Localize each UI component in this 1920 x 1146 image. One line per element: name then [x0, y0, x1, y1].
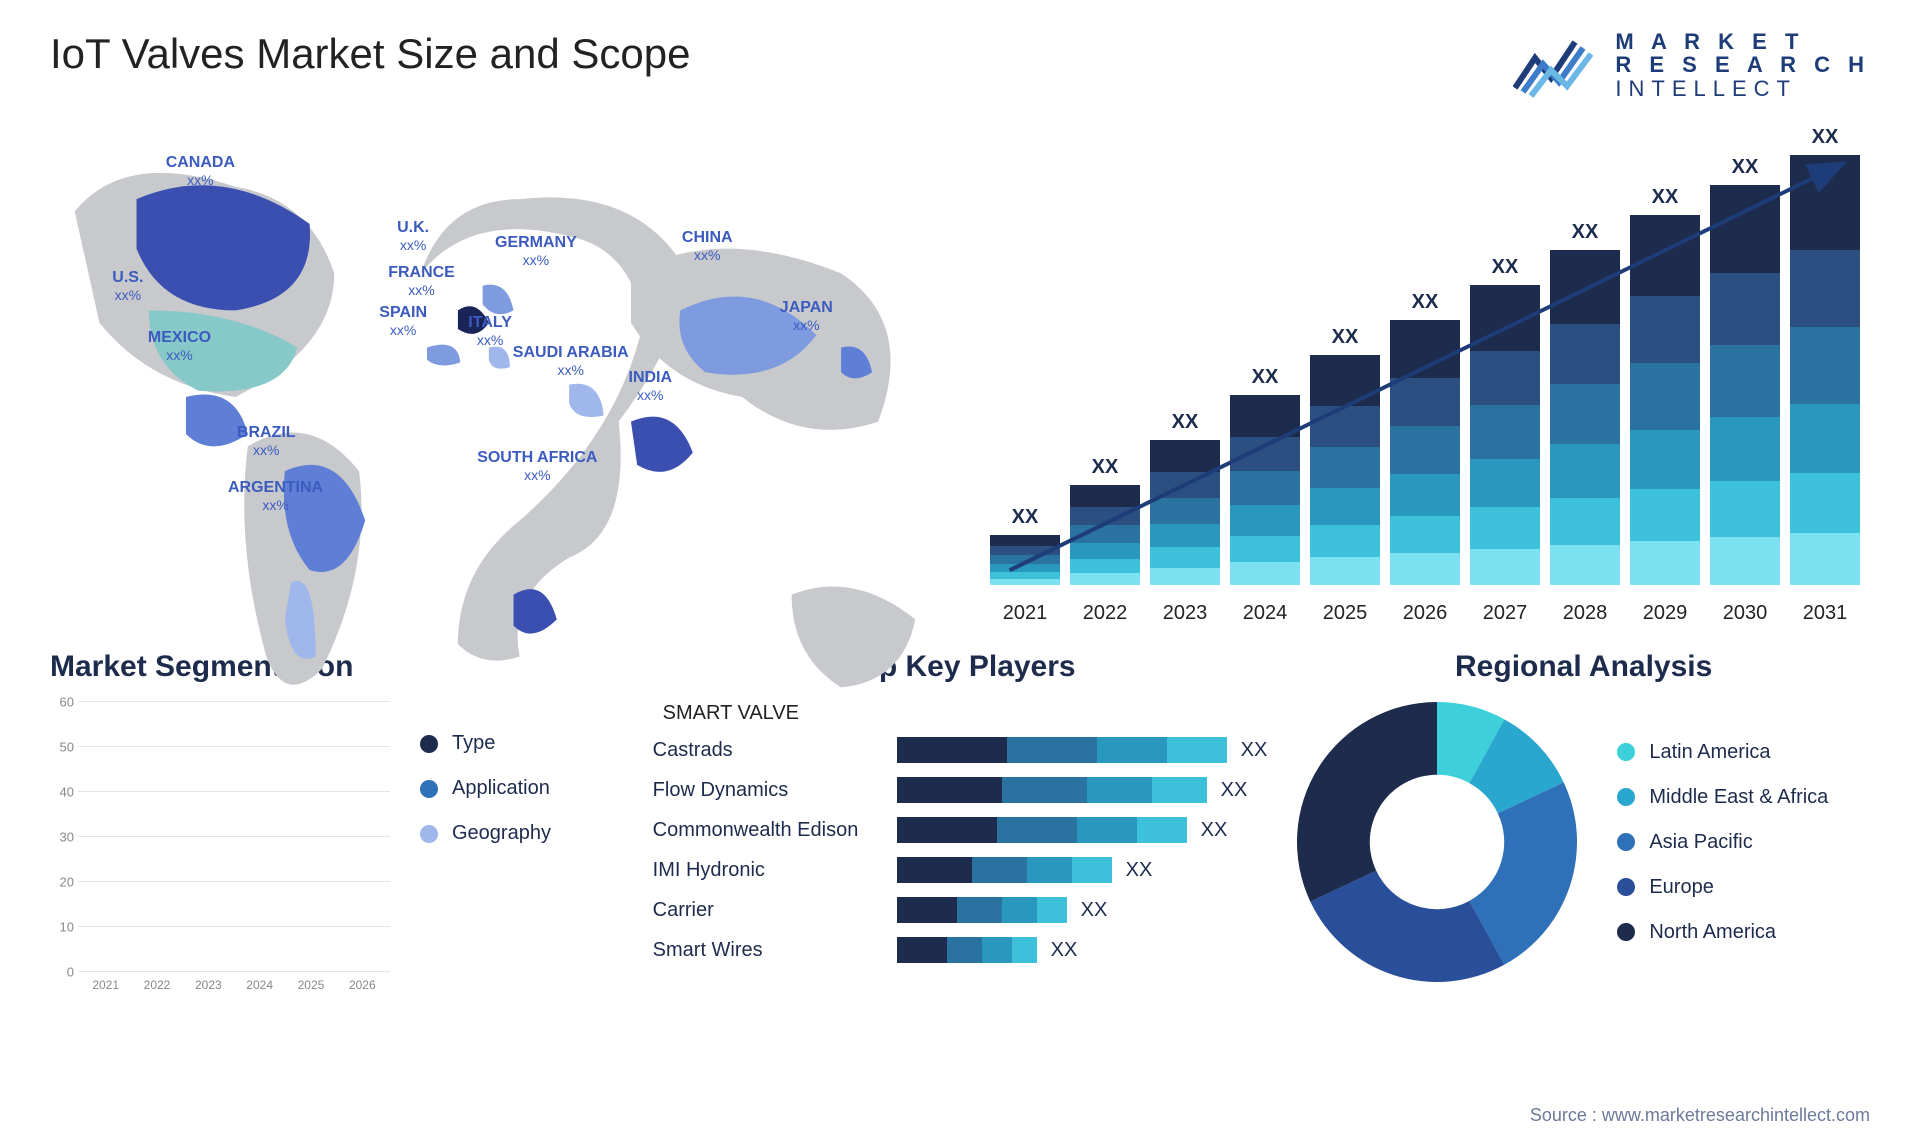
regional-panel: Regional Analysis Latin America Middle Ea… [1297, 650, 1870, 992]
key-player-row: IMI HydronicXX [653, 857, 1268, 883]
brand-logo: M A R K E T R E S E A R C H INTELLECT [1513, 30, 1870, 100]
page-title: IoT Valves Market Size and Scope [50, 30, 690, 78]
growth-year-label: 2024 [1230, 602, 1300, 625]
growth-year-label: 2031 [1790, 602, 1860, 625]
map-label: SPAINxx% [379, 305, 427, 337]
map-label: SAUDI ARABIAxx% [513, 345, 629, 377]
world-map: CANADAxx% U.S.xx%MEXICOxx% BRAZILxx% ARGENT… [50, 125, 940, 625]
growth-year-label: 2028 [1550, 602, 1620, 625]
logo-line3: INTELLECT [1615, 77, 1870, 100]
map-label: ARGENTINAxx% [228, 480, 323, 512]
legend-item: Latin America [1617, 741, 1828, 764]
growth-bar: XX [1150, 411, 1220, 585]
legend-item: Application [420, 777, 551, 800]
key-player-row: Smart WiresXX [653, 937, 1268, 963]
legend-item: Geography [420, 822, 551, 845]
growth-bar: XX [1470, 256, 1540, 585]
segmentation-chart: 0102030405060 202120222023202420252026 [50, 702, 390, 992]
legend-item: Europe [1617, 876, 1828, 899]
legend-item: Asia Pacific [1617, 831, 1828, 854]
key-player-row: Flow DynamicsXX [653, 777, 1268, 803]
logo-line2: R E S E A R C H [1615, 53, 1870, 76]
growth-year-label: 2027 [1470, 602, 1540, 625]
map-label: BRAZILxx% [237, 425, 296, 457]
growth-year-label: 2023 [1150, 602, 1220, 625]
map-label: MEXICOxx% [148, 330, 211, 362]
map-label: CHINAxx% [682, 230, 733, 262]
map-label: INDIAxx% [629, 370, 673, 402]
map-label: U.S.xx% [112, 270, 143, 302]
logo-line1: M A R K E T [1615, 30, 1870, 53]
growth-bar: XX [1390, 291, 1460, 585]
map-label: ITALYxx% [468, 315, 512, 347]
growth-year-label: 2030 [1710, 602, 1780, 625]
growth-bar: XX [1710, 156, 1780, 585]
growth-year-label: 2026 [1390, 602, 1460, 625]
key-player-row: CarrierXX [653, 897, 1268, 923]
growth-bar: XX [1550, 221, 1620, 585]
growth-bar: XX [1230, 366, 1300, 585]
growth-year-label: 2022 [1070, 602, 1140, 625]
growth-bar: XX [1310, 326, 1380, 585]
growth-bar: XX [1630, 186, 1700, 585]
growth-year-label: 2025 [1310, 602, 1380, 625]
growth-chart: XXXXXXXXXXXXXXXXXXXXXX 20212022202320242… [980, 125, 1870, 625]
logo-icon [1513, 30, 1603, 100]
growth-year-label: 2029 [1630, 602, 1700, 625]
map-label: CANADAxx% [166, 155, 235, 187]
segmentation-legend: TypeApplicationGeography [420, 732, 551, 992]
map-label: U.K.xx% [397, 220, 429, 252]
donut-slice [1297, 702, 1437, 902]
map-label: GERMANYxx% [495, 235, 577, 267]
growth-bar: XX [990, 506, 1060, 585]
map-label: FRANCExx% [388, 265, 455, 297]
regional-title: Regional Analysis [1297, 650, 1870, 684]
regional-legend: Latin America Middle East & Africa Asia Pa… [1617, 741, 1828, 944]
source-label: Source : www.marketresearchintellect.com [1530, 1105, 1870, 1126]
legend-item: Middle East & Africa [1617, 786, 1828, 809]
legend-item: North America [1617, 921, 1828, 944]
growth-bar: XX [1070, 456, 1140, 585]
key-player-row: Commonwealth EdisonXX [653, 817, 1268, 843]
growth-bar: XX [1790, 126, 1860, 585]
map-label: JAPANxx% [780, 300, 833, 332]
regional-donut [1297, 702, 1577, 982]
map-label: SOUTH AFRICAxx% [477, 450, 597, 482]
growth-year-label: 2021 [990, 602, 1060, 625]
